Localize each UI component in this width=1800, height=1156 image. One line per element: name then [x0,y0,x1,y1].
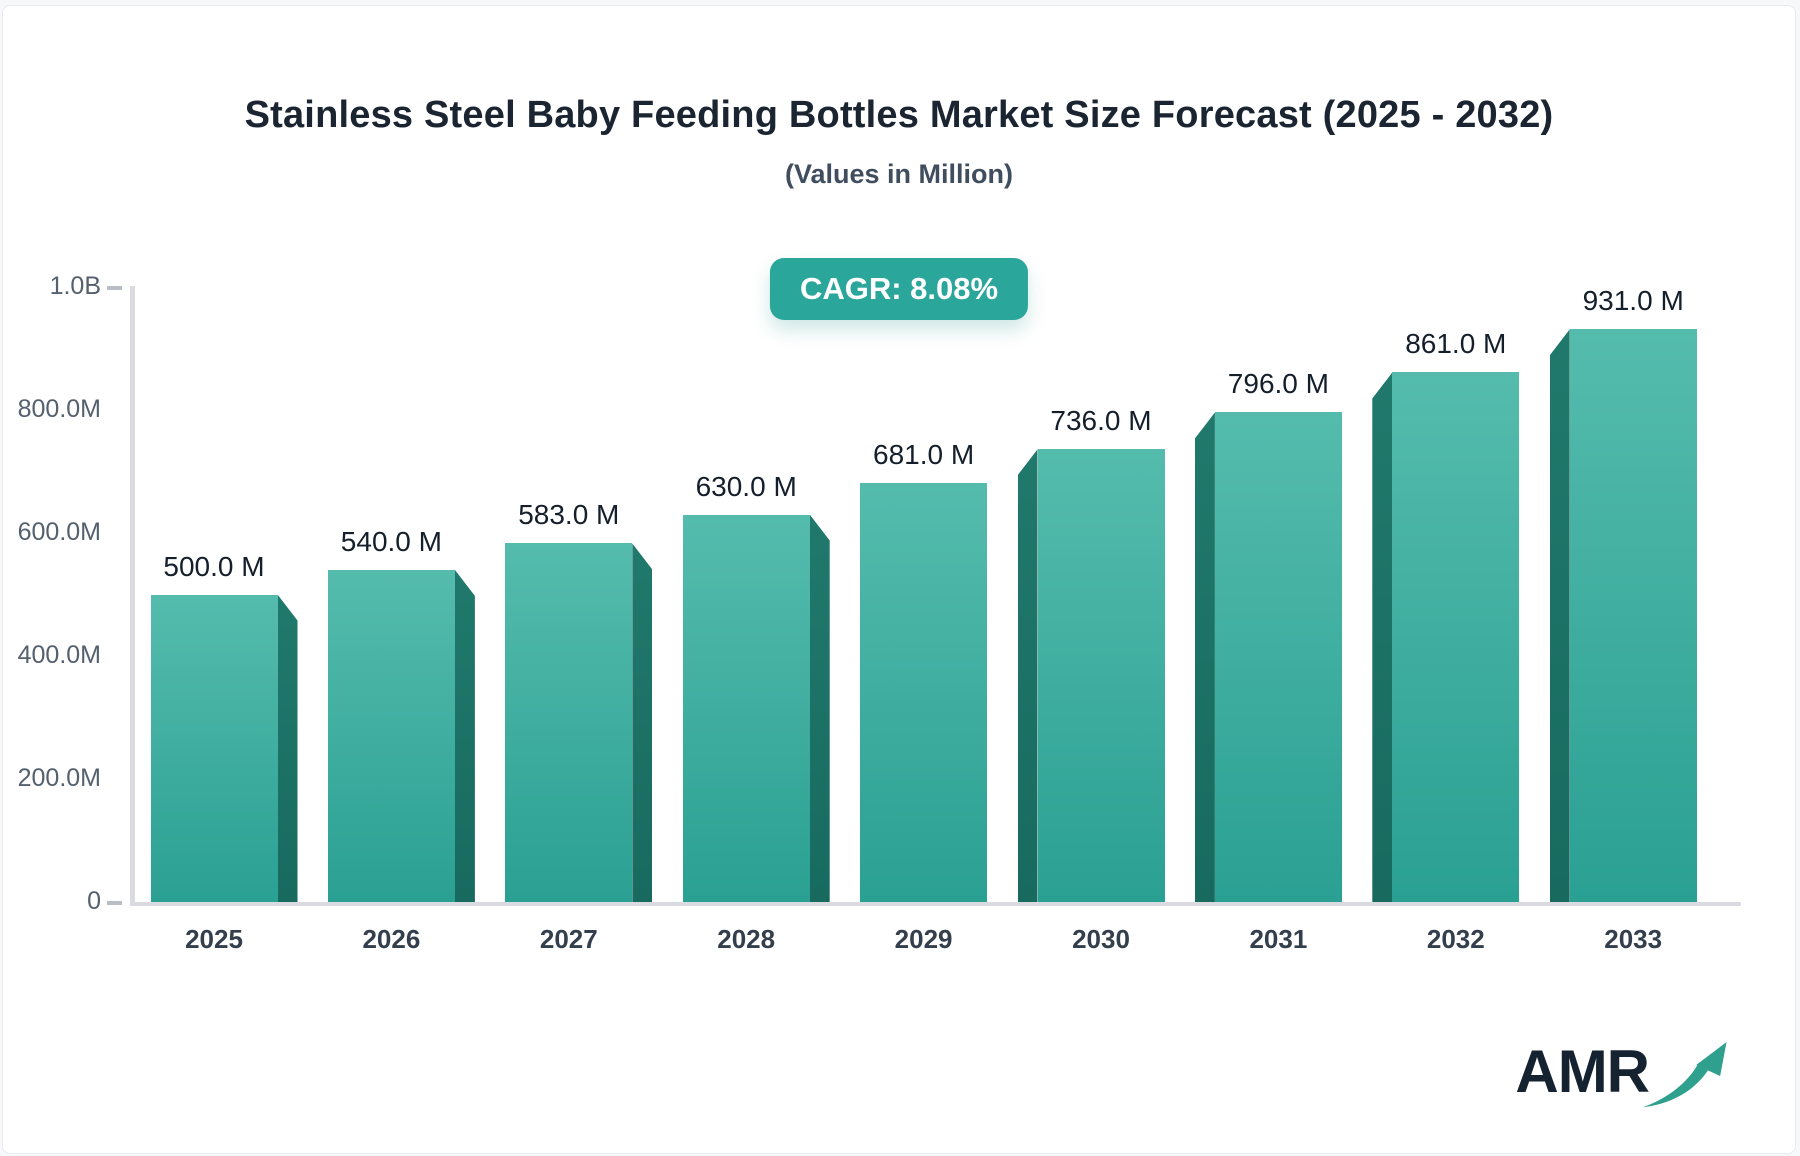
y-axis-label-400.0M: 400.0M [17,641,101,669]
y-axis-label-200.0M: 200.0M [17,764,101,792]
bar-2030[interactable] [1037,449,1165,902]
amr-logo-text: AMR [1515,1038,1650,1105]
y-axis-label-600.0M: 600.0M [17,518,101,546]
bar-side-2026 [454,569,475,902]
bar-side-2028 [809,514,830,902]
plot-area: 1.0B 800.0M 600.0M 400.0M 200.0M 0 500.0 M 2025… [3,6,1795,1153]
x-axis-label-2031: 2031 [1249,924,1308,954]
x-axis-line [130,902,1741,906]
y-axis-label-800.0M: 800.0M [17,395,101,423]
bar-2025[interactable] [150,594,278,902]
bar-2031[interactable] [1214,412,1342,902]
bar-2028[interactable] [682,514,810,902]
bar-2026[interactable] [327,569,455,902]
y-axis-label-1.0B: 1.0B [49,272,101,300]
x-axis-label-2029: 2029 [894,924,953,954]
bar-2032[interactable] [1392,372,1520,902]
bar-value-label-2026: 540.0 M [340,525,442,557]
bar-value-label-2031: 796.0 M [1227,368,1329,400]
bar-side-2025 [277,594,298,902]
y-axis-tick [107,901,122,905]
x-axis-label-2030: 2030 [1072,924,1130,954]
bar-value-label-2030: 736.0 M [1050,405,1152,437]
chart-title: Stainless Steel Baby Feeding Bottles Mar… [244,94,1554,136]
y-axis-line [130,286,135,906]
x-axis-label-2027: 2027 [539,924,598,954]
bar-value-label-2033: 931.0 M [1582,285,1684,317]
x-axis-label-2026: 2026 [362,924,421,954]
amr-logo: AMR [1515,1042,1733,1119]
chart-card: Stainless Steel Baby Feeding Bottles Mar… [2,5,1796,1154]
y-axis-tick [107,286,122,290]
x-axis-label-2033: 2033 [1604,924,1663,954]
chart-subtitle: (Values in Million) [784,159,1014,189]
bar-side-2027 [632,543,653,902]
bar-side-2030 [1017,449,1038,902]
bar-side-2032 [1372,372,1393,902]
cagr-badge: CAGR: 8.08% [769,258,1029,320]
bar-value-label-2025: 500.0 M [163,550,265,582]
bar-2033[interactable] [1569,329,1697,902]
bar-2027[interactable] [505,543,633,902]
bar-side-2031 [1194,412,1215,902]
bar-value-label-2029: 681.0 M [873,439,975,471]
bar-value-label-2032: 861.0 M [1405,328,1507,360]
bar-value-label-2027: 583.0 M [518,499,620,531]
x-axis-label-2032: 2032 [1426,924,1485,954]
bar-side-2033 [1549,329,1570,902]
x-axis-label-2028: 2028 [717,924,776,954]
bar-value-label-2028: 630.0 M [695,470,797,502]
bar-2029[interactable] [860,483,988,902]
x-axis-label-2025: 2025 [185,924,243,954]
y-axis-label-0: 0 [87,887,101,915]
growth-arrow-icon [1641,1038,1733,1119]
